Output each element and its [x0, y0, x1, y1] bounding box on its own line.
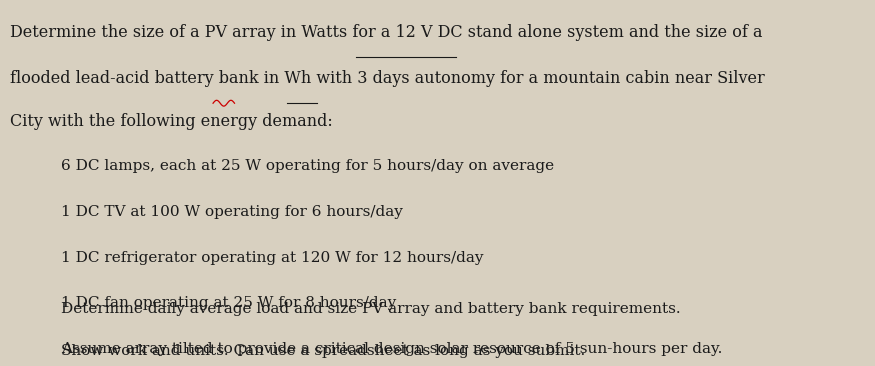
- Text: 1 DC fan operating at 25 W for 8 hours/day: 1 DC fan operating at 25 W for 8 hours/d…: [61, 296, 396, 310]
- Text: 6 DC lamps, each at 25 W operating for 5 hours/day on average: 6 DC lamps, each at 25 W operating for 5…: [61, 159, 555, 173]
- Text: Show work and units. Can use a spreadsheet as long as you submit.: Show work and units. Can use a spreadshe…: [61, 344, 585, 358]
- Text: flooded lead-acid battery bank in Wh with 3 days autonomy for a mountain cabin n: flooded lead-acid battery bank in Wh wit…: [10, 70, 766, 86]
- Text: 1 DC TV at 100 W operating for 6 hours/day: 1 DC TV at 100 W operating for 6 hours/d…: [61, 205, 403, 219]
- Text: Determine daily average load and size PV array and battery bank requirements.: Determine daily average load and size PV…: [61, 302, 681, 316]
- Text: 1 DC refrigerator operating at 120 W for 12 hours/day: 1 DC refrigerator operating at 120 W for…: [61, 251, 484, 265]
- Text: Assume array tilted to provide a critical design solar resource of 5 sun-hours p: Assume array tilted to provide a critica…: [61, 342, 723, 356]
- Text: City with the following energy demand:: City with the following energy demand:: [10, 113, 333, 130]
- Text: Determine the size of a PV array in Watts for a 12 V DC stand alone system and t: Determine the size of a PV array in Watt…: [10, 24, 763, 41]
